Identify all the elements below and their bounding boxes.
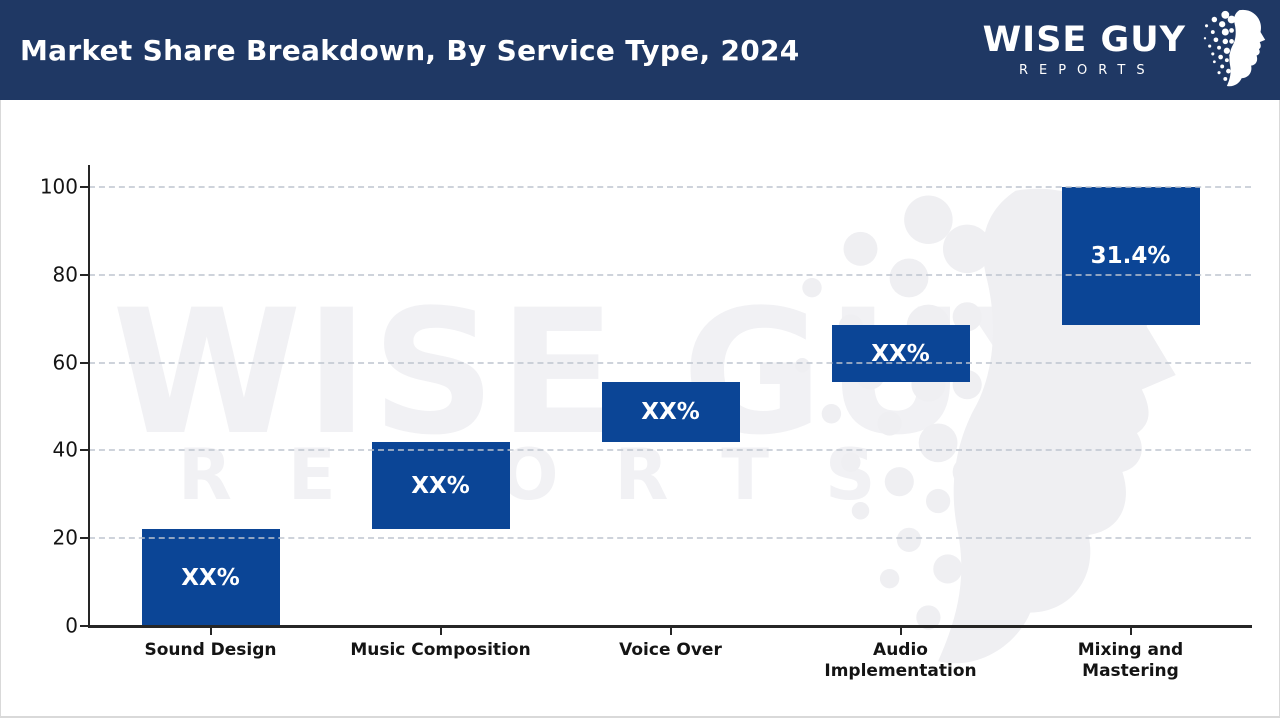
x-axis-tick-mark bbox=[899, 628, 902, 635]
y-axis-tick-label: 80 bbox=[52, 262, 78, 287]
chart-bar bbox=[371, 441, 510, 530]
chart-bar bbox=[141, 529, 280, 626]
logo-head-icon bbox=[1203, 9, 1266, 87]
logo-text: WISE GUY REPORTS bbox=[982, 19, 1186, 78]
gridline bbox=[89, 361, 1251, 364]
y-axis-tick-mark bbox=[80, 537, 88, 540]
x-axis-tick-label: Audio Implementation bbox=[824, 640, 977, 681]
wise-guy-logo: WISE GUY REPORTS bbox=[983, 7, 1270, 93]
x-axis-tick-label: Sound Design bbox=[144, 640, 277, 660]
gridline bbox=[89, 449, 1251, 452]
y-axis-tick-mark bbox=[80, 273, 88, 276]
bar-value-label: XX% bbox=[411, 472, 470, 499]
chart-bar bbox=[831, 324, 970, 383]
y-axis-tick-label: 20 bbox=[52, 525, 78, 550]
logo-subtitle: REPORTS bbox=[1018, 62, 1156, 78]
x-axis-tick-label: Voice Over bbox=[619, 640, 722, 660]
x-axis-tick-mark bbox=[669, 628, 672, 635]
y-axis-tick-label: 60 bbox=[52, 350, 78, 375]
x-axis-tick-mark bbox=[439, 628, 442, 635]
bar-value-label: 31.4% bbox=[1090, 242, 1171, 269]
y-axis-tick-label: 40 bbox=[52, 437, 78, 462]
watermark-head-icon bbox=[795, 188, 1176, 664]
y-axis-tick-mark bbox=[80, 449, 88, 452]
y-axis-tick-mark bbox=[80, 361, 88, 364]
bar-value-label: XX% bbox=[641, 398, 700, 425]
y-axis-tick-mark bbox=[80, 625, 88, 627]
y-axis-tick-label: 100 bbox=[39, 174, 78, 199]
y-axis-tick-label: 0 bbox=[65, 613, 78, 638]
x-axis-tick-mark bbox=[209, 628, 212, 635]
gridline bbox=[89, 186, 1251, 188]
bar-value-label: XX% bbox=[871, 340, 930, 367]
y-axis-line bbox=[88, 165, 90, 628]
x-axis-tick-mark bbox=[1129, 628, 1132, 635]
logo-wordmark: WISE GUY bbox=[982, 19, 1186, 60]
bottom-divider bbox=[0, 716, 1280, 718]
y-axis-tick-mark bbox=[80, 186, 88, 188]
chart-bar bbox=[601, 382, 740, 442]
gridline bbox=[89, 537, 1251, 540]
chart-bar bbox=[1061, 187, 1200, 325]
x-axis-tick-label: Music Composition bbox=[350, 640, 531, 660]
bar-value-label: XX% bbox=[181, 564, 240, 591]
x-axis-tick-label: Mixing and Mastering bbox=[1077, 640, 1184, 681]
x-axis-line bbox=[88, 625, 1252, 628]
header: Market Share Breakdown, By Service Type,… bbox=[0, 0, 1280, 100]
watermark-subtitle: REPORTS bbox=[178, 434, 932, 516]
page-title: Market Share Breakdown, By Service Type,… bbox=[20, 33, 800, 67]
gridline bbox=[89, 273, 1251, 276]
